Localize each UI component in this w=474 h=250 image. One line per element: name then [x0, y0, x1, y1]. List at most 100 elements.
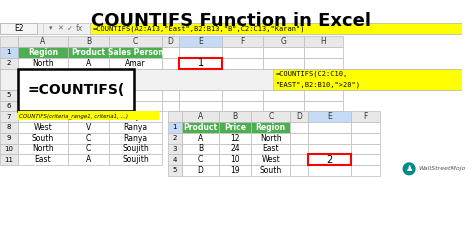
Bar [179, 36, 222, 47]
Bar [222, 90, 263, 101]
Text: H: H [320, 37, 326, 46]
Text: E: E [327, 112, 332, 121]
Bar [0, 23, 462, 34]
Text: Product: Product [72, 48, 106, 57]
Bar [251, 122, 290, 133]
Bar [0, 122, 18, 133]
Bar [18, 47, 68, 58]
Bar [109, 154, 162, 165]
Bar [351, 165, 380, 176]
Bar [304, 47, 343, 58]
Bar [109, 68, 162, 79]
Bar [182, 133, 219, 143]
Bar [304, 101, 343, 111]
Text: A: A [198, 112, 203, 121]
Bar [167, 111, 182, 122]
Text: fx: fx [76, 24, 83, 33]
Bar [90, 23, 462, 34]
Text: C: C [86, 144, 91, 153]
Text: Region: Region [255, 123, 286, 132]
Text: D: D [198, 166, 204, 175]
Text: 3: 3 [7, 71, 11, 77]
Bar [219, 122, 251, 133]
Bar [162, 90, 179, 101]
Text: North: North [32, 59, 54, 68]
Text: |: | [42, 24, 46, 33]
Bar [0, 90, 18, 101]
Text: 7: 7 [7, 114, 11, 120]
Bar [162, 101, 179, 111]
Text: 6: 6 [7, 103, 11, 109]
Text: ▾: ▾ [49, 26, 53, 32]
Bar [182, 144, 219, 154]
Text: Price: Price [224, 123, 246, 132]
Bar [290, 154, 308, 165]
Bar [0, 79, 18, 90]
Text: 24: 24 [230, 144, 240, 153]
Bar [304, 79, 343, 90]
Bar [167, 122, 182, 133]
Bar [18, 111, 68, 122]
Text: 1: 1 [198, 58, 204, 68]
Bar [304, 90, 343, 101]
Text: ▾: ▾ [27, 76, 31, 82]
Bar [109, 122, 162, 133]
Text: ✕: ✕ [57, 26, 64, 32]
Text: B: B [86, 37, 91, 46]
Bar [251, 133, 290, 143]
Bar [251, 144, 290, 154]
Bar [222, 36, 263, 47]
Bar [18, 111, 159, 120]
Text: "EAST",B2:B10,">20"): "EAST",B2:B10,">20") [276, 81, 361, 88]
Text: 3: 3 [173, 146, 177, 152]
Bar [0, 68, 462, 90]
Bar [68, 154, 109, 165]
Bar [182, 165, 219, 176]
Bar [18, 122, 68, 133]
Bar [0, 144, 18, 154]
Bar [0, 111, 18, 122]
Bar [304, 36, 343, 47]
Bar [68, 47, 109, 58]
Text: =COUNTIFS(C2:C10,: =COUNTIFS(C2:C10, [276, 70, 348, 77]
Text: V: V [86, 123, 91, 132]
Bar [18, 133, 68, 143]
Bar [109, 101, 162, 111]
Text: D: D [296, 112, 302, 121]
Bar [273, 68, 462, 90]
Bar [68, 133, 109, 143]
Bar [304, 68, 343, 79]
Bar [179, 58, 222, 68]
Bar [162, 79, 179, 90]
Bar [308, 154, 351, 165]
Bar [179, 90, 222, 101]
Text: Ranya: Ranya [123, 123, 147, 132]
Text: 4: 4 [173, 156, 177, 162]
Bar [0, 58, 18, 68]
Text: COUNTIFS Function in Excel: COUNTIFS Function in Excel [91, 12, 371, 30]
Text: A: A [86, 59, 91, 68]
Bar [109, 144, 162, 154]
Bar [0, 47, 18, 58]
Bar [308, 111, 351, 122]
Text: F: F [363, 112, 367, 121]
Text: ✕: ✕ [48, 76, 54, 82]
Bar [308, 165, 351, 176]
Text: ✓: ✓ [67, 26, 73, 32]
Circle shape [403, 163, 415, 175]
Bar [109, 90, 162, 101]
Bar [263, 101, 304, 111]
Text: East: East [35, 112, 51, 121]
Text: WallStreetMojo: WallStreetMojo [419, 166, 466, 171]
Text: A: A [40, 37, 46, 46]
Bar [18, 68, 135, 111]
Text: Ranya: Ranya [123, 134, 147, 143]
Bar [68, 144, 109, 154]
Bar [219, 133, 251, 143]
Text: C: C [133, 37, 138, 46]
Bar [263, 36, 304, 47]
Text: 12: 12 [230, 134, 240, 143]
Bar [219, 111, 251, 122]
Bar [222, 79, 263, 90]
Text: Product: Product [183, 123, 218, 132]
